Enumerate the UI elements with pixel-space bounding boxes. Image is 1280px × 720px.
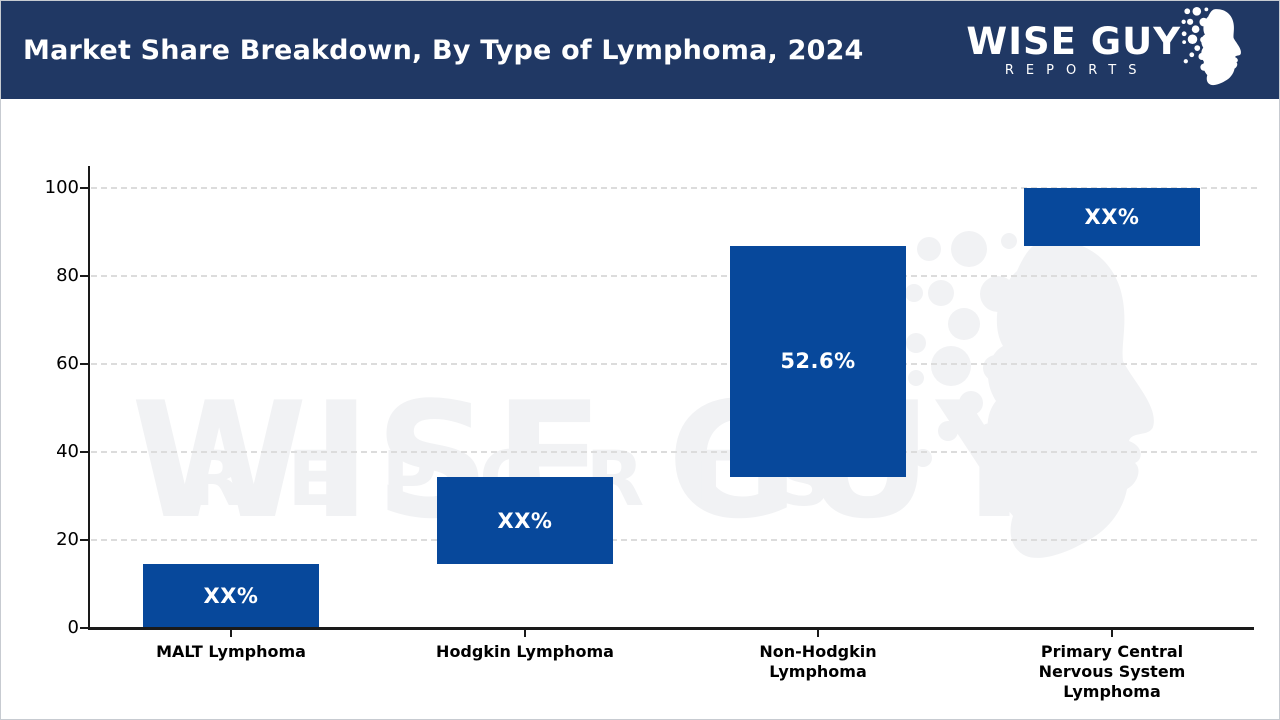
y-tick-mark <box>80 539 88 541</box>
bar-value-label: XX% <box>497 508 553 533</box>
x-axis <box>88 627 1254 630</box>
watermark-head-icon <box>905 231 1154 558</box>
gridline-80 <box>91 275 1257 277</box>
x-tick-mark <box>230 630 232 637</box>
y-tick-label: 40 <box>56 441 79 462</box>
x-tick-mark <box>1111 630 1113 637</box>
bar-value-label: XX% <box>203 584 259 609</box>
y-tick-label: 0 <box>67 617 79 638</box>
logo-subtext: REPORTS <box>1004 62 1149 78</box>
gridline-20 <box>91 539 1257 541</box>
bar-value-label: 52.6% <box>780 349 856 374</box>
logo-name: WISE GUY <box>966 19 1181 63</box>
wise-guy-head-icon <box>1181 7 1241 86</box>
y-tick-label: 80 <box>56 265 79 286</box>
x-category-label: Primary Central Nervous System Lymphoma <box>1038 642 1186 701</box>
y-axis <box>88 166 90 630</box>
y-tick-label: 100 <box>44 177 79 198</box>
x-category-label: Hodgkin Lymphoma <box>436 642 614 661</box>
bar-1: XX% <box>143 564 319 628</box>
gridline-100 <box>91 187 1257 189</box>
bar-value-label: XX% <box>1084 205 1140 230</box>
wise-guy-logo: WISE GUY REPORTS <box>966 7 1253 93</box>
bar-4: XX% <box>1024 188 1200 246</box>
x-category-label: MALT Lymphoma <box>156 642 306 661</box>
gridline-40 <box>91 451 1257 453</box>
y-tick-mark <box>80 363 88 365</box>
y-tick-mark <box>80 451 88 453</box>
header: Market Share Breakdown, By Type of Lymph… <box>1 1 1279 99</box>
y-tick-mark <box>80 627 88 629</box>
x-tick-mark <box>817 630 819 637</box>
logo-wordmark: WISE GUY REPORTS <box>966 23 1181 78</box>
y-tick-mark <box>80 187 88 189</box>
y-tick-label: 60 <box>56 353 79 374</box>
x-category-label: Non-Hodgkin Lymphoma <box>759 642 877 681</box>
y-tick-label: 20 <box>56 529 79 550</box>
x-tick-mark <box>524 630 526 637</box>
y-tick-mark <box>80 275 88 277</box>
page-title: Market Share Breakdown, By Type of Lymph… <box>23 34 864 66</box>
gridline-60 <box>91 363 1257 365</box>
bar-3: 52.6% <box>730 245 906 478</box>
bar-2: XX% <box>437 477 613 565</box>
